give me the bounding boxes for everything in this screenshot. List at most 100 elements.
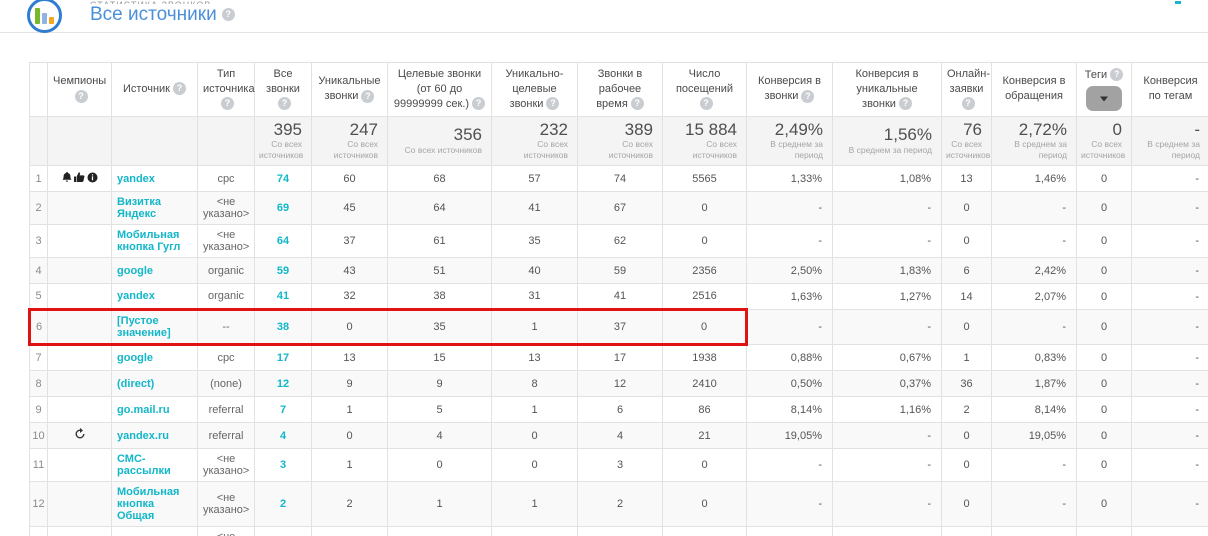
cell-visits: 2356 [662,257,747,285]
column-help-icon[interactable]: ? [278,97,291,111]
refresh-icon[interactable] [74,428,86,443]
column-help-icon[interactable]: ? [961,97,975,111]
all-calls-link[interactable]: 4 [279,429,287,442]
cell-unique_target_calls: 1 [491,308,578,347]
cell-tags: 0 [1076,481,1132,528]
cell-type: -- [197,308,255,347]
column-header: Число посещений? [662,62,747,117]
cell-conv_unique: - [832,309,942,346]
cell-conv_appeals: 19,05% [991,422,1077,450]
source-link[interactable]: Визитка Яндекс [117,196,161,221]
source-link[interactable]: СМС-рассылки [117,453,171,478]
column-header: Уникальные звонки? [311,62,388,117]
source-link[interactable]: yandex.ru [117,429,169,442]
column-header: Конверсия по тегам [1131,62,1208,117]
cell-online_leads: 0 [941,526,992,536]
column-help-icon[interactable]: ? [630,97,644,111]
cell-online_leads: 2 [941,396,992,424]
thumb-up-icon[interactable] [73,172,85,186]
cell-num: 8 [29,370,48,398]
all-calls-link[interactable]: 74 [276,172,290,185]
cell-work_time_calls: 4 [577,422,663,450]
all-calls-link[interactable]: 59 [276,264,290,277]
cell-all_calls: 4 [254,422,312,450]
column-header: Звонки в рабочее время? [577,62,663,117]
column-header: Онлайн-заявки? [941,62,992,117]
source-link[interactable]: Мобильная кнопка Общая [117,486,180,523]
cell-unique_calls: 0 [311,308,388,347]
all-calls-link[interactable]: 2 [279,498,287,511]
tags-filter-dropdown-button[interactable] [1086,85,1122,111]
all-calls-link[interactable]: 17 [276,352,290,365]
cell-champions [47,481,112,528]
cell-num: 4 [29,257,48,285]
cell-conv_unique: - [832,526,942,536]
column-help-icon[interactable]: ? [361,89,375,103]
summary-cell [29,115,48,167]
column-help-icon[interactable]: ? [472,97,486,111]
header-row: Чемпионы? Источник? Тип источника? Все звон… [29,62,1208,117]
column-help-icon[interactable]: ? [74,89,88,103]
cell-online_leads: 13 [941,165,992,193]
cell-all_calls: 74 [254,165,312,193]
cell-conv_calls: 2,50% [746,257,833,285]
source-link[interactable]: Мобильная кнопка Гугл [117,229,181,254]
cell-unique_calls: 1 [311,396,388,424]
all-calls-link[interactable]: 64 [276,235,290,248]
column-help-icon[interactable]: ? [221,97,234,111]
cell-target_calls: 1 [387,481,492,528]
column-header: Тип источника? [197,62,255,117]
cell-champions [47,165,112,193]
all-calls-link[interactable]: 41 [276,290,290,303]
source-link[interactable]: google [117,352,154,365]
info-circle-icon[interactable] [87,172,98,186]
cell-num: 1 [29,165,48,193]
all-calls-link[interactable]: 69 [276,202,290,215]
cell-conv_unique: - [832,448,942,483]
all-calls-link[interactable]: 7 [279,403,287,416]
source-link[interactable]: (direct) [117,377,155,390]
source-link[interactable]: go.mail.ru [117,403,170,416]
cell-source: Мобильная кнопка Гугл [111,224,198,259]
cell-online_leads: 36 [941,370,992,398]
title-help-icon[interactable]: ? [221,8,235,22]
source-link[interactable]: [Пустое значение] [117,315,171,340]
column-help-icon[interactable]: ? [699,97,713,111]
column-help-icon[interactable]: ? [801,89,815,103]
cell-work_time_calls: 2 [577,526,663,536]
source-link[interactable]: google [117,264,154,277]
cell-champions [47,224,112,259]
cell-target_calls: 61 [387,224,492,259]
column-help-icon[interactable]: ? [546,97,560,111]
cell-num: 11 [29,448,48,483]
cell-unique_target_calls: 57 [491,165,578,193]
cell-type: cpc [197,165,255,193]
table-row: 2 Визитка Яндекс <не указано> 69 45 64 41 67 0- -… [29,191,1208,226]
cell-conv_unique: 0,67% [832,344,942,372]
cell-unique_target_calls: 41 [491,191,578,226]
cell-unique_target_calls: 8 [491,370,578,398]
all-calls-link[interactable]: 38 [276,321,290,334]
cell-unique_calls: 0 [311,422,388,450]
source-link[interactable]: yandex [117,290,155,303]
corner-app-icon[interactable] [1175,0,1190,4]
cell-target_calls: 68 [387,165,492,193]
column-help-icon[interactable]: ? [1110,68,1124,82]
cell-conv_appeals: - [991,481,1077,528]
column-help-icon[interactable]: ? [172,82,186,96]
summary-cell: 395 Со всех источников [254,115,312,167]
cell-work_time_calls: 2 [577,481,663,528]
table-row: 12 Мобильная кнопка Общая <не указано> 2 2 1 1… [29,481,1208,528]
all-calls-link[interactable]: 12 [276,377,290,390]
bell-icon[interactable] [62,171,72,186]
column-header: Конверсия в обращения [991,62,1077,117]
source-link[interactable]: yandex [117,172,155,185]
cell-source: yandex [111,283,198,311]
all-calls-link[interactable]: 3 [279,459,287,472]
cell-unique_calls: 60 [311,165,388,193]
summary-row: 395 Со всех источников 247 Со всех источник… [29,115,1208,167]
cell-source: yandex [111,165,198,193]
summary-cell: 232 Со всех источников [491,115,578,167]
column-help-icon[interactable]: ? [898,97,912,111]
cell-conv_tags: - [1131,370,1208,398]
